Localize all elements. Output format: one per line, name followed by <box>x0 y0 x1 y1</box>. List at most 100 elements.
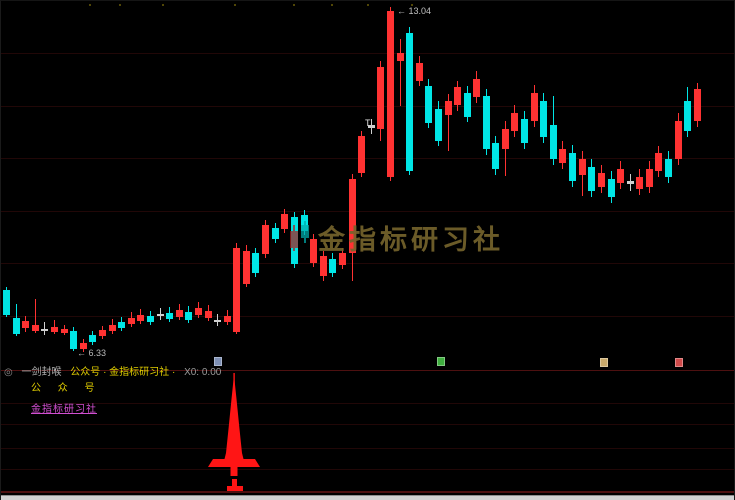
candle-body <box>194 308 202 315</box>
candlestick-chart[interactable]: ← 13.04 ← 6.33 T <box>1 1 734 470</box>
watermark-candles-logo-icon <box>284 220 314 255</box>
indicator-value: X0: 0.00 <box>184 367 222 378</box>
indicator-line2: 公 众 号 <box>31 383 102 394</box>
candle-body <box>558 149 566 163</box>
candle-body <box>280 214 288 229</box>
candle-body <box>136 315 144 321</box>
candle-body <box>261 225 269 254</box>
candle-body <box>482 96 490 149</box>
candle-body <box>501 129 509 149</box>
candle-body <box>223 316 231 322</box>
candle-body <box>434 109 442 141</box>
candle-body <box>98 330 106 336</box>
candle-body <box>520 119 528 143</box>
candle-body <box>453 87 461 105</box>
indicator-icon: ◎ <box>4 367 13 378</box>
candle-body <box>251 253 259 273</box>
grid-line <box>1 424 734 425</box>
grid-line <box>1 403 734 404</box>
candle-body <box>348 179 356 253</box>
watermark-text: 金指标研习社 <box>318 225 504 255</box>
bottom-signal-tick-bar <box>227 486 243 491</box>
candle-body <box>204 311 212 318</box>
candle-body <box>232 248 240 332</box>
grid-line <box>1 469 734 470</box>
candle-body <box>396 53 404 61</box>
candle-body <box>463 93 471 117</box>
candle-wick <box>399 39 401 106</box>
grid-line <box>1 211 734 212</box>
candle-body <box>79 343 87 349</box>
indicator-name[interactable]: 一剑封喉 <box>21 367 62 378</box>
candle-body <box>357 136 365 173</box>
indicator-title-row[interactable]: ◎ 一剑封喉 公众号 · 金指标研习社 · X0: 0.00 <box>4 363 227 378</box>
grid-line <box>1 53 734 54</box>
candle-body <box>607 179 615 197</box>
candle-body <box>683 101 691 131</box>
candle-body <box>2 290 10 315</box>
candle-body <box>578 159 586 175</box>
candle-body <box>175 310 183 317</box>
candle-body <box>539 101 547 137</box>
top-edge-dot <box>367 4 369 6</box>
candle-body <box>635 177 643 189</box>
grid-line <box>1 158 734 159</box>
price-label: ← 13.04 <box>397 6 432 16</box>
candle-body <box>597 173 605 187</box>
signal-badge-blue <box>214 357 222 366</box>
candle-body <box>587 167 595 191</box>
grid-line <box>1 263 734 264</box>
candle-body <box>156 314 164 316</box>
candle-body <box>338 253 346 265</box>
candle-body <box>530 93 538 121</box>
candle-body <box>444 101 452 115</box>
indicator-subtitle: 公众号 · 金指标研习社 · <box>70 367 176 378</box>
candle-body <box>626 181 634 184</box>
candle-body <box>693 89 701 121</box>
candle-body <box>405 33 413 171</box>
candle-body <box>376 67 384 129</box>
candle-body <box>645 169 653 187</box>
indicator-line3: 金指标研习社 <box>31 404 97 415</box>
candle-body <box>510 113 518 131</box>
candle-body <box>386 11 394 177</box>
candle-body <box>21 321 29 328</box>
candle-wick <box>34 299 36 333</box>
candle-body <box>664 159 672 177</box>
top-edge-dot <box>89 4 91 6</box>
candle-body <box>367 125 375 128</box>
candle-body <box>31 325 39 331</box>
candle-body <box>213 320 221 322</box>
panel-separator-line <box>1 370 734 371</box>
candle-body <box>127 318 135 324</box>
candle-body <box>165 313 173 319</box>
candle-wick <box>43 322 45 335</box>
candle-body <box>328 259 336 273</box>
candle-body <box>60 329 68 333</box>
candle-body <box>309 239 317 263</box>
candle-body <box>108 325 116 331</box>
candle-body <box>568 153 576 181</box>
candle-body <box>88 335 96 342</box>
candle-body <box>424 86 432 123</box>
candle-body <box>415 63 423 81</box>
candle-body <box>271 228 279 239</box>
candle-body <box>319 256 327 276</box>
window-bottom-edge <box>1 495 734 500</box>
signal-badge-tan <box>600 358 608 367</box>
sword-signal-icon <box>208 373 260 476</box>
signal-badge-red <box>675 358 683 367</box>
price-label: T <box>365 118 371 128</box>
candle-body <box>146 316 154 322</box>
grid-line <box>1 448 734 449</box>
top-edge-dot <box>119 4 121 6</box>
top-edge-dot <box>234 4 236 6</box>
price-label: ← 6.33 <box>77 348 107 358</box>
top-edge-dot <box>293 4 295 6</box>
candle-body <box>184 312 192 320</box>
candle-body <box>549 125 557 159</box>
candle-body <box>654 153 662 171</box>
watermark: 金指标研习社 <box>284 218 504 257</box>
candle-body <box>491 143 499 169</box>
